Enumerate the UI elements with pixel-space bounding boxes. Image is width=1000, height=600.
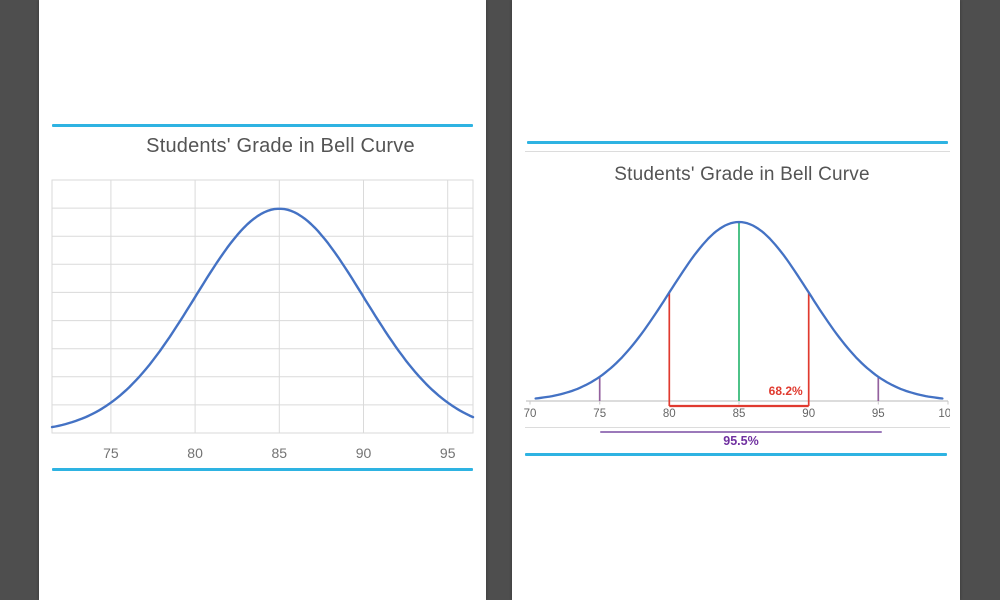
x-tick-label: 85	[733, 408, 746, 420]
hairline-divider-bottom	[525, 427, 950, 428]
accent-divider-line-bottom	[525, 453, 947, 456]
x-tick-label: 70	[524, 408, 537, 420]
accent-divider-line-bottom	[52, 468, 473, 471]
accent-divider-line-top	[527, 141, 948, 144]
x-tick-label: 90	[802, 408, 815, 420]
chart-title-left: Students' Grade in Bell Curve	[146, 135, 415, 157]
plot-area-border	[51, 179, 474, 434]
x-tick-label: 100	[938, 408, 950, 420]
accent-divider-line-top	[52, 124, 473, 127]
x-tick-label: 85	[272, 445, 288, 461]
x-tick-label: 80	[187, 445, 203, 461]
slide-page-right: Students' Grade in Bell Curve 70 75 80 85 90…	[512, 0, 960, 600]
x-tick-label: 75	[103, 445, 119, 461]
x-tick-label: 95	[440, 445, 456, 461]
slide-page-left: Students' Grade in Bell Curve 75 80 85 90 95	[39, 0, 486, 600]
x-tick-label: 90	[356, 445, 372, 461]
two-sigma-bracket-line	[600, 431, 882, 433]
bell-curve-line	[534, 220, 944, 400]
hairline-divider-top	[525, 151, 950, 152]
chart-title-right: Students' Grade in Bell Curve	[614, 164, 870, 185]
two-sigma-percentage-label: 95.5%	[723, 434, 759, 448]
bell-curve-line	[50, 207, 475, 429]
bell-curve-chart-left: 75 80 85 90 95	[50, 179, 475, 461]
one-sigma-percentage-label: 68.2%	[769, 384, 803, 398]
x-tick-label: 95	[872, 408, 885, 420]
x-tick-label: 80	[663, 408, 676, 420]
bell-curve-chart-right: 70 75 80 85 90 95 100 68.2%	[524, 220, 950, 420]
x-tick-label: 75	[593, 408, 606, 420]
